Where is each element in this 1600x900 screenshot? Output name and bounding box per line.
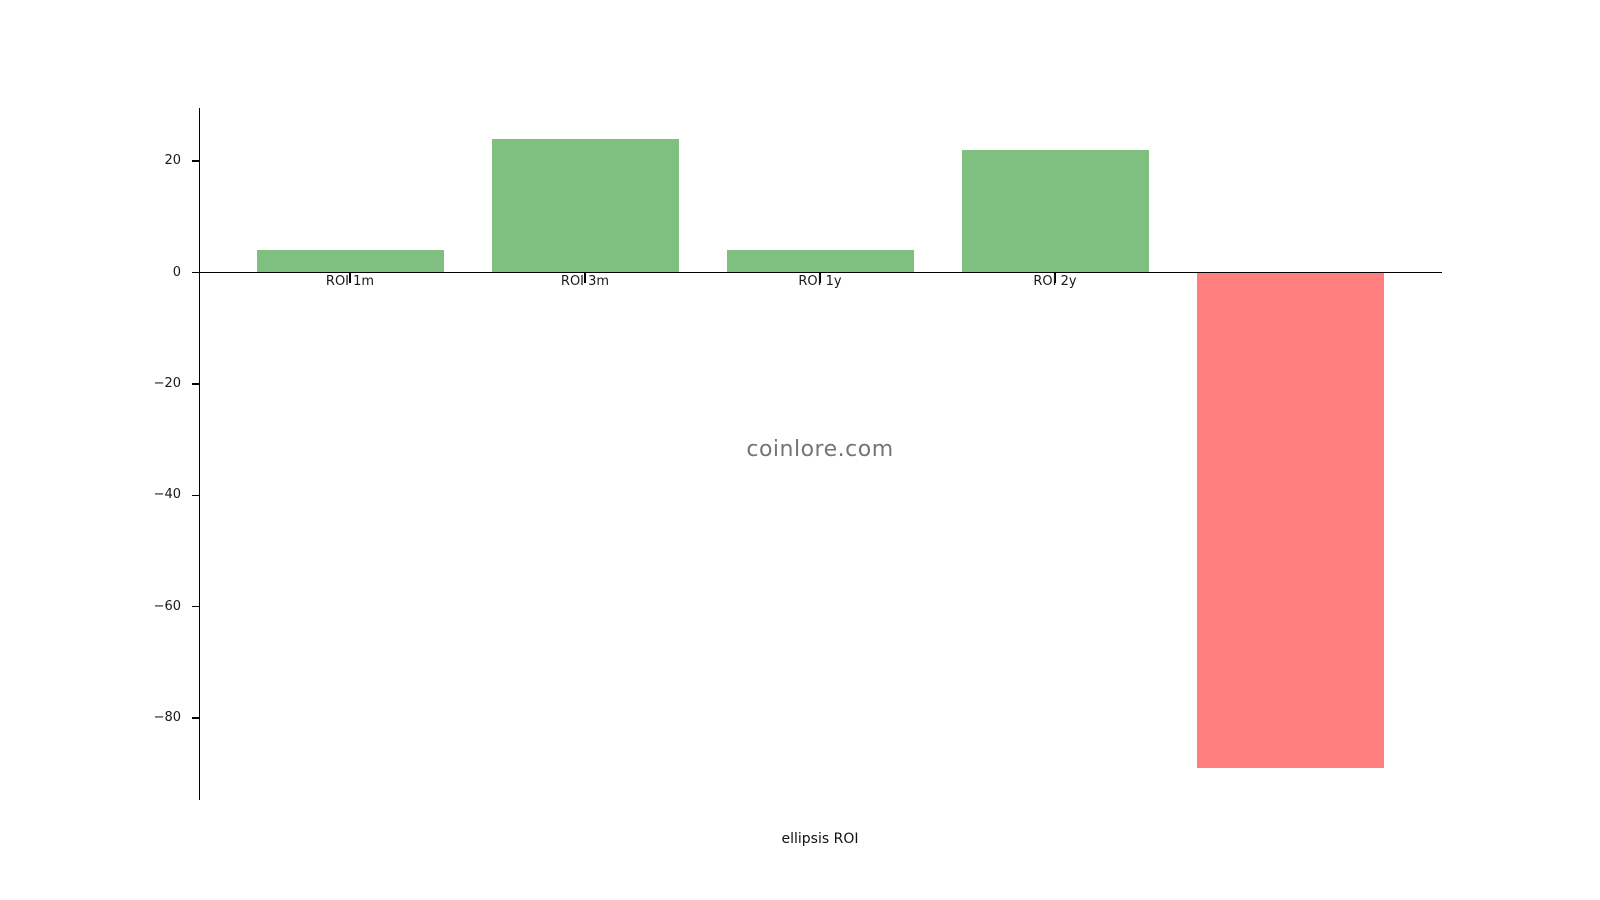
x-axis-tick: [349, 272, 351, 283]
x-axis-tick: [1054, 272, 1056, 283]
x-axis-category-label: ROI 3m: [560, 273, 610, 289]
bar-roi-1m: [256, 250, 444, 273]
bar-roi-3m: [491, 138, 679, 273]
x-axis-tick: [584, 272, 586, 283]
y-axis-spine: [198, 108, 200, 800]
y-axis-tick: [191, 717, 199, 719]
chart-title: ellipsis ROI: [781, 831, 859, 847]
y-axis-tick-label: −80: [153, 710, 181, 726]
x-axis-zero-line: [198, 271, 1442, 274]
y-axis-tick: [191, 605, 199, 608]
y-axis-tick-label: −20: [153, 375, 181, 391]
y-axis-tick-label: 20: [164, 153, 181, 169]
y-axis-tick-label: −40: [153, 487, 181, 503]
y-axis-tick: [191, 271, 199, 274]
y-axis-tick: [191, 383, 199, 385]
x-axis-category-label: ROI 2y: [1033, 273, 1077, 289]
y-axis-tick: [191, 494, 199, 497]
x-axis-category-label: ROI 1m: [325, 273, 375, 289]
y-axis-tick-label: −60: [153, 598, 181, 614]
x-axis-tick: [819, 272, 821, 283]
y-axis-tick-label: 0: [172, 264, 181, 280]
bar-roi-1y: [726, 250, 914, 273]
x-axis-category-label: ROI 1y: [798, 273, 842, 289]
bar-5: [1196, 272, 1384, 769]
y-axis-tick: [191, 160, 199, 162]
coinlore-watermark: coinlore.com: [746, 437, 894, 462]
bar-roi-2y: [961, 149, 1149, 273]
